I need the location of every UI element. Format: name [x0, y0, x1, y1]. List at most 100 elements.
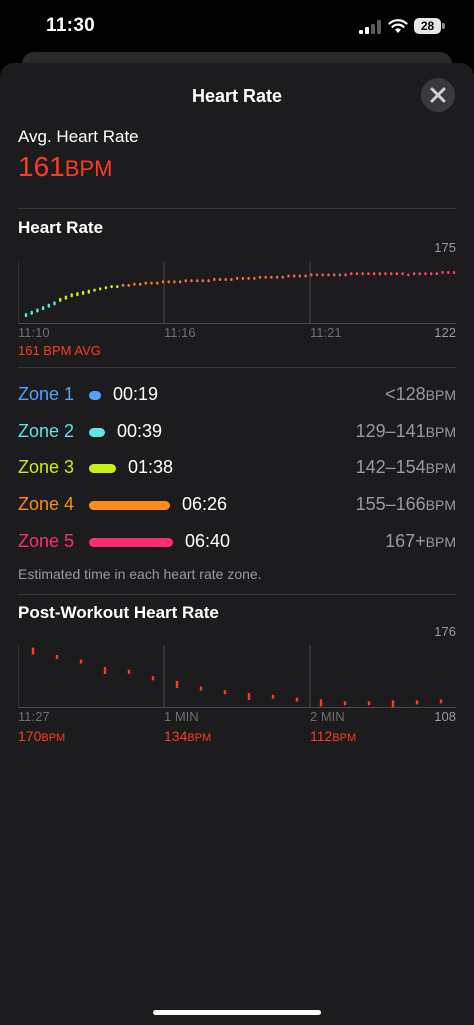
hr-data-point	[298, 274, 302, 278]
hr-data-point	[184, 279, 187, 283]
hr-data-point	[173, 280, 176, 284]
zone-time: 01:38	[128, 457, 174, 477]
hr-data-point	[247, 276, 250, 280]
zone-bar	[89, 428, 105, 437]
zone-range: 167+BPM	[385, 531, 456, 551]
zone-row-2: Zone 2 00:39 129–141BPM	[0, 418, 474, 448]
post-y-min-label: 108	[434, 709, 456, 724]
avg-heart-rate-value: 161BPM	[18, 151, 112, 183]
hr-data-point	[178, 280, 182, 284]
hr-data-point	[270, 275, 273, 279]
close-icon	[430, 87, 446, 103]
hr-data-point	[64, 295, 68, 300]
heart-rate-chart	[18, 262, 456, 324]
status-bar: 11:30 28	[0, 0, 474, 52]
hr-data-point	[76, 292, 79, 297]
hr-data-point	[333, 273, 336, 277]
zone-time: 00:19	[113, 384, 159, 404]
post-x-tick-0: 11:27	[18, 709, 50, 724]
post-data-point	[295, 697, 299, 702]
post-data-point	[103, 667, 107, 674]
avg-value-number: 161	[18, 151, 65, 182]
post-data-point	[439, 699, 443, 704]
hr-data-point	[447, 271, 450, 274]
hr-data-point	[218, 278, 222, 281]
post-data-point	[367, 701, 371, 706]
hr-data-point	[395, 272, 399, 276]
hr-data-point	[116, 285, 119, 289]
hr-data-point	[30, 310, 33, 315]
hr-data-point	[401, 272, 404, 276]
zone-note: Estimated time in each heart rate zone.	[18, 566, 262, 582]
battery-level: 28	[414, 18, 441, 34]
post-reading-2: 112BPM	[310, 728, 357, 744]
hr-data-point	[327, 273, 330, 277]
hr-data-point	[304, 274, 307, 278]
zone-time: 06:40	[185, 531, 231, 551]
post-data-point	[319, 699, 323, 707]
hr-data-point	[144, 281, 147, 285]
hr-data-point	[213, 278, 216, 281]
post-data-point	[271, 694, 275, 699]
post-data-point	[343, 701, 347, 706]
hr-data-point	[156, 281, 159, 285]
hr-data-point	[70, 293, 73, 298]
hr-data-point	[190, 279, 193, 283]
hr-data-point	[167, 280, 170, 284]
battery-icon: 28	[414, 18, 446, 36]
wifi-icon	[388, 19, 408, 33]
post-data-point	[247, 693, 251, 700]
post-reading-0: 170BPM	[18, 728, 66, 744]
zone-bar	[89, 501, 170, 510]
hr-data-point	[235, 276, 239, 280]
divider	[18, 208, 456, 209]
post-data-point	[127, 669, 131, 674]
hr-data-point	[59, 297, 62, 302]
zone-bar	[89, 538, 173, 547]
hr-data-point	[430, 272, 433, 276]
post-workout-chart	[18, 645, 456, 708]
zone-bar	[89, 391, 101, 400]
hr-data-point	[24, 313, 28, 318]
hr-data-point	[315, 273, 319, 277]
hr-data-point	[207, 279, 210, 283]
hr-data-point	[355, 272, 359, 276]
hr-data-point	[424, 272, 427, 276]
hr-data-point	[378, 272, 381, 276]
hr-data-point	[47, 303, 50, 308]
post-y-max-label: 176	[434, 624, 456, 639]
post-reading-1: 134BPM	[164, 728, 212, 744]
home-indicator[interactable]	[153, 1010, 321, 1015]
hr-data-point	[253, 276, 256, 280]
hr-data-point	[275, 275, 279, 279]
avg-value-unit: BPM	[64, 156, 113, 181]
post-data-point	[199, 686, 203, 691]
post-data-point	[175, 680, 179, 688]
hr-data-point	[281, 275, 284, 279]
close-button[interactable]	[421, 78, 455, 112]
hr-data-point	[350, 272, 353, 276]
hr-data-point	[418, 272, 421, 276]
hr-y-max-label: 175	[434, 240, 456, 255]
hr-data-point	[390, 272, 393, 276]
zone-range: <128BPM	[385, 384, 456, 404]
hr-data-point	[367, 272, 370, 276]
hr-data-point	[201, 279, 205, 283]
post-data-point	[151, 676, 155, 681]
zone-range: 129–141BPM	[355, 421, 456, 441]
avg-heart-rate-label: Avg. Heart Rate	[18, 127, 139, 146]
hr-data-point	[241, 276, 245, 280]
hr-data-point	[41, 306, 45, 311]
heart-rate-chart-title: Heart Rate	[18, 218, 104, 237]
hr-data-point	[127, 283, 130, 287]
hr-data-point	[361, 272, 364, 276]
hr-data-point	[293, 274, 296, 278]
post-data-point	[79, 659, 83, 664]
zone-row-1: Zone 1 00:19 <128BPM	[0, 381, 474, 411]
hr-data-point	[104, 286, 108, 290]
post-data-point	[391, 700, 395, 708]
hr-avg-label: 161 BPM AVG	[18, 343, 101, 358]
post-data-point	[55, 655, 59, 659]
zone-row-5: Zone 5 06:40 167+BPM	[0, 528, 474, 558]
zone-name: Zone 4	[18, 494, 75, 514]
